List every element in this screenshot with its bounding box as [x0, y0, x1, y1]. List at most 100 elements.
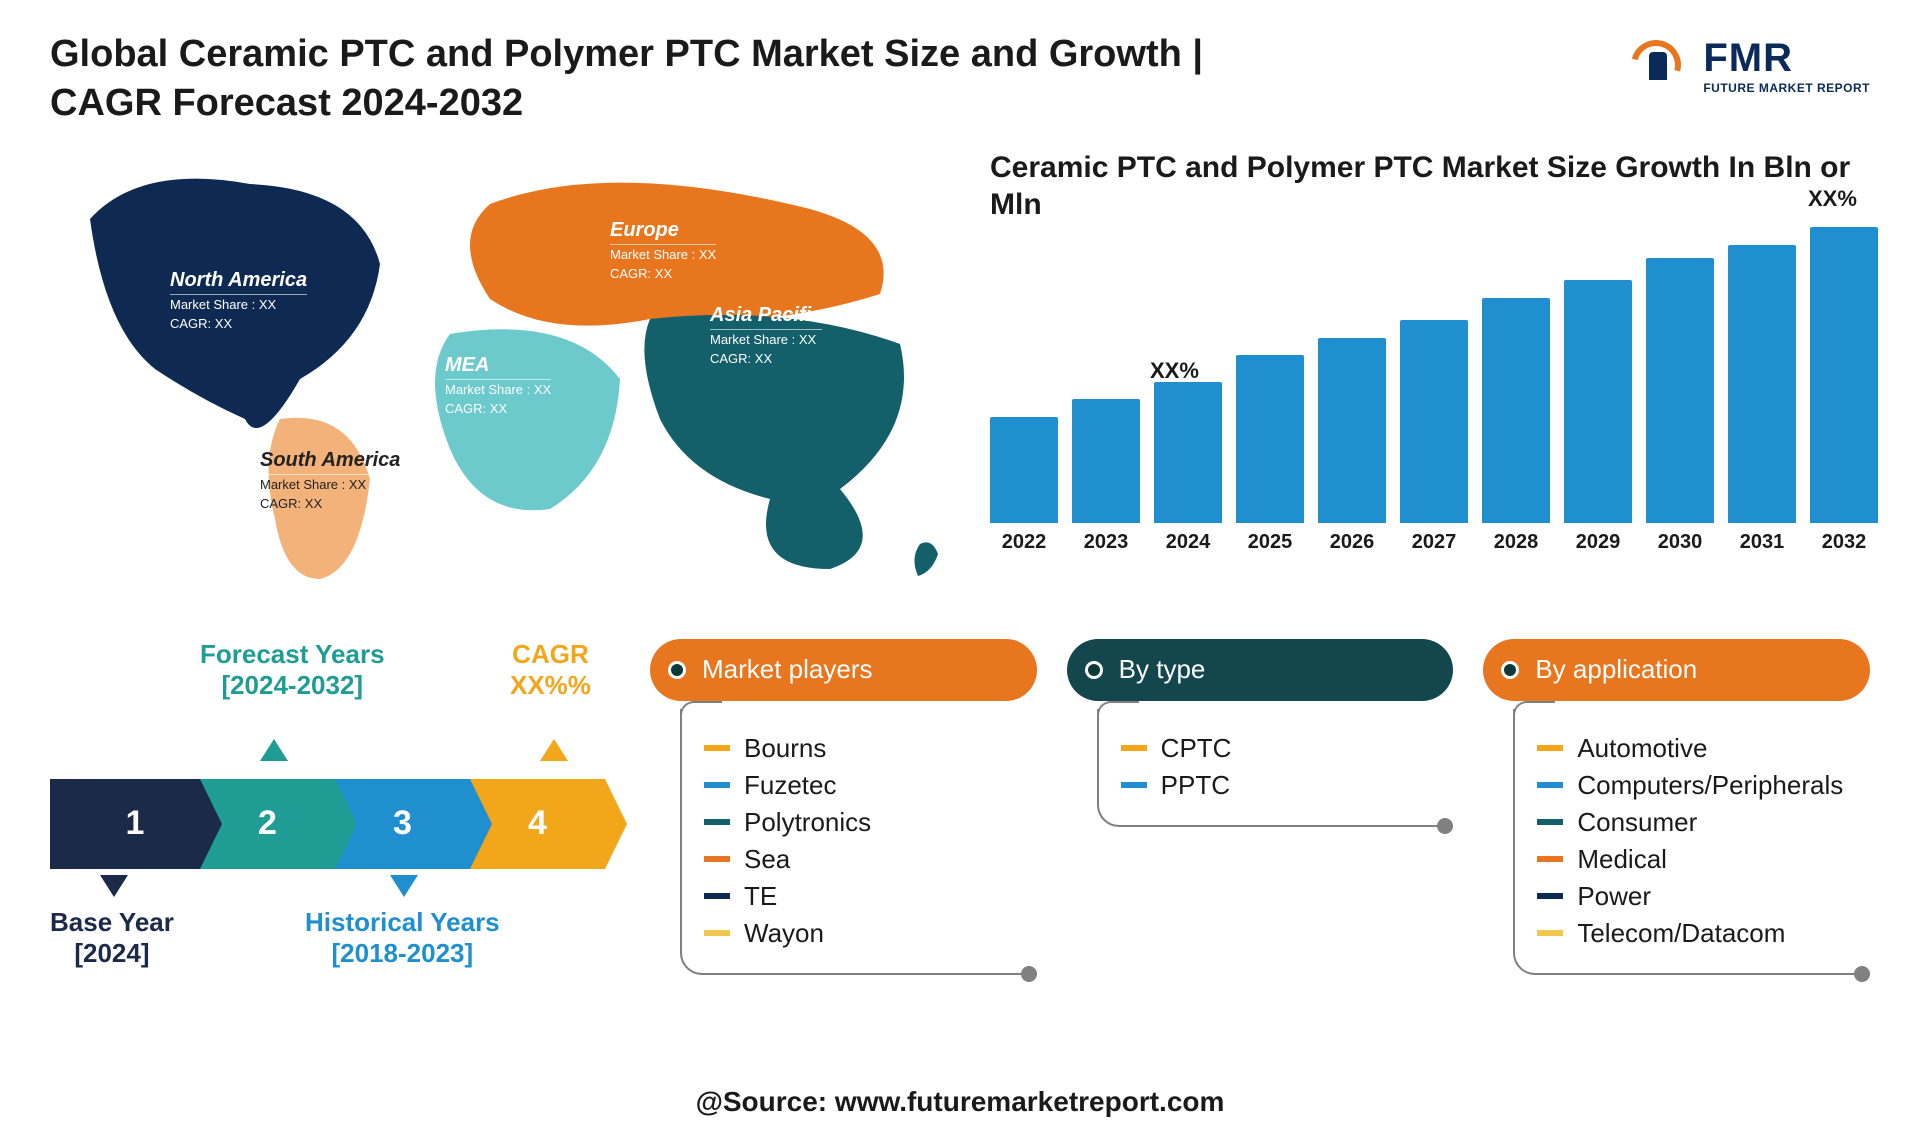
item-label: Automotive [1577, 733, 1707, 764]
chart-annotation: XX% [1808, 186, 1857, 212]
logo-globe-icon [1621, 30, 1691, 100]
item-label: Wayon [744, 918, 824, 949]
item-label: PPTC [1161, 770, 1230, 801]
tl-forecast-label: Forecast Years [2024-2032] [200, 639, 385, 701]
region-share: Market Share : XX [445, 379, 551, 397]
page-title: Global Ceramic PTC and Polymer PTC Marke… [50, 30, 1250, 129]
timeline-seg-num: 4 [528, 804, 547, 843]
region-name: MEA [445, 354, 551, 377]
bar [1072, 399, 1140, 523]
category-bracket: Bourns Fuzetec Polytronics Sea TE Wayon [680, 709, 1037, 975]
category-item: Wayon [704, 918, 1037, 949]
item-label: CPTC [1161, 733, 1232, 764]
region-name: South America [260, 449, 400, 472]
tl-cagr-arrow-icon [540, 739, 568, 761]
region-label-mea: MEAMarket Share : XXCAGR: XX [445, 354, 551, 416]
category-header: Market players [650, 639, 1037, 701]
bar-col-2028: 2028 [1482, 298, 1550, 554]
world-map: North AmericaMarket Share : XXCAGR: XXSo… [50, 149, 950, 589]
bar-year-label: 2031 [1740, 531, 1785, 554]
tl-cagr-label: CAGR XX%% [510, 639, 591, 701]
timeline-seg-num: 1 [126, 804, 145, 843]
tl-forecast-arrow-icon [260, 739, 288, 761]
item-dash-icon [1121, 782, 1147, 788]
item-dash-icon [1121, 745, 1147, 751]
region-cagr: CAGR: XX [710, 349, 822, 366]
item-dash-icon [1537, 782, 1563, 788]
item-dash-icon [704, 782, 730, 788]
item-label: Telecom/Datacom [1577, 918, 1785, 949]
category-header-label: By application [1535, 654, 1697, 685]
tl-forecast-title: Forecast Years [200, 639, 385, 669]
item-dash-icon [1537, 819, 1563, 825]
logo-subtitle: FUTURE MARKET REPORT [1703, 81, 1870, 95]
region-label-eu: EuropeMarket Share : XXCAGR: XX [610, 219, 716, 281]
region-share: Market Share : XX [260, 474, 400, 492]
fmr-logo: FMR FUTURE MARKET REPORT [1621, 30, 1870, 100]
bar-chart: Ceramic PTC and Polymer PTC Market Size … [990, 149, 1878, 589]
region-share: Market Share : XX [610, 244, 716, 262]
category-item: Fuzetec [704, 770, 1037, 801]
item-dash-icon [704, 930, 730, 936]
header-dot-icon [1501, 661, 1519, 679]
bar [1154, 382, 1222, 523]
category-header: By type [1067, 639, 1454, 701]
bar [1564, 280, 1632, 523]
bar [1810, 227, 1878, 523]
item-label: Consumer [1577, 807, 1697, 838]
item-label: Medical [1577, 844, 1667, 875]
bottom-row: Forecast Years [2024-2032] CAGR XX%% 123… [50, 639, 1870, 979]
category-item: Medical [1537, 844, 1870, 875]
region-nz-shape [914, 542, 938, 576]
category-by-application: By application Automotive Computers/Periph… [1483, 639, 1870, 975]
bar-year-label: 2029 [1576, 531, 1621, 554]
category-bracket: CPTC PPTC [1097, 709, 1454, 827]
bar-col-2029: 2029 [1564, 280, 1632, 554]
item-label: Fuzetec [744, 770, 837, 801]
tl-base-arrow-icon [100, 875, 128, 897]
bar-col-2025: 2025 [1236, 355, 1304, 554]
timeline-seg-num: 3 [393, 804, 412, 843]
header: Global Ceramic PTC and Polymer PTC Marke… [50, 30, 1870, 129]
bar-col-2024: 2024 [1154, 382, 1222, 554]
item-label: TE [744, 881, 777, 912]
item-label: Computers/Peripherals [1577, 770, 1843, 801]
tl-hist-label: Historical Years [2018-2023] [305, 907, 500, 969]
category-header-label: Market players [702, 654, 873, 685]
bar-col-2032: 2032 [1810, 227, 1878, 554]
item-dash-icon [704, 745, 730, 751]
bar [1728, 245, 1796, 523]
item-label: Polytronics [744, 807, 871, 838]
chart-title: Ceramic PTC and Polymer PTC Market Size … [990, 149, 1878, 224]
bar [990, 417, 1058, 523]
header-dot-icon [668, 661, 686, 679]
item-dash-icon [1537, 893, 1563, 899]
item-dash-icon [1537, 856, 1563, 862]
tl-base-title: Base Year [50, 907, 174, 937]
category-market-players: Market players Bourns Fuzetec Polytronics Se… [650, 639, 1037, 975]
tl-cagr-range: XX%% [510, 670, 591, 700]
category-item: CPTC [1121, 733, 1454, 764]
tl-hist-title: Historical Years [305, 907, 500, 937]
category-item: Power [1537, 881, 1870, 912]
category-item: Automotive [1537, 733, 1870, 764]
source-line: @Source: www.futuremarketreport.com [0, 1086, 1920, 1118]
tl-forecast-range: [2024-2032] [221, 670, 363, 700]
category-header-label: By type [1119, 654, 1206, 685]
category-item: Computers/Peripherals [1537, 770, 1870, 801]
tl-base-label: Base Year [2024] [50, 907, 174, 969]
bar-year-label: 2026 [1330, 531, 1375, 554]
category-item: Consumer [1537, 807, 1870, 838]
item-dash-icon [1537, 745, 1563, 751]
region-share: Market Share : XX [170, 294, 307, 312]
timeline: Forecast Years [2024-2032] CAGR XX%% 123… [50, 639, 620, 979]
tl-hist-arrow-icon [390, 875, 418, 897]
category-by-type: By type CPTC PPTC [1067, 639, 1454, 975]
bar-year-label: 2028 [1494, 531, 1539, 554]
item-dash-icon [1537, 930, 1563, 936]
item-label: Sea [744, 844, 790, 875]
category-item: Telecom/Datacom [1537, 918, 1870, 949]
main-row: North AmericaMarket Share : XXCAGR: XXSo… [50, 149, 1870, 589]
category-item: Bourns [704, 733, 1037, 764]
chart-annotation: XX% [1150, 358, 1199, 384]
